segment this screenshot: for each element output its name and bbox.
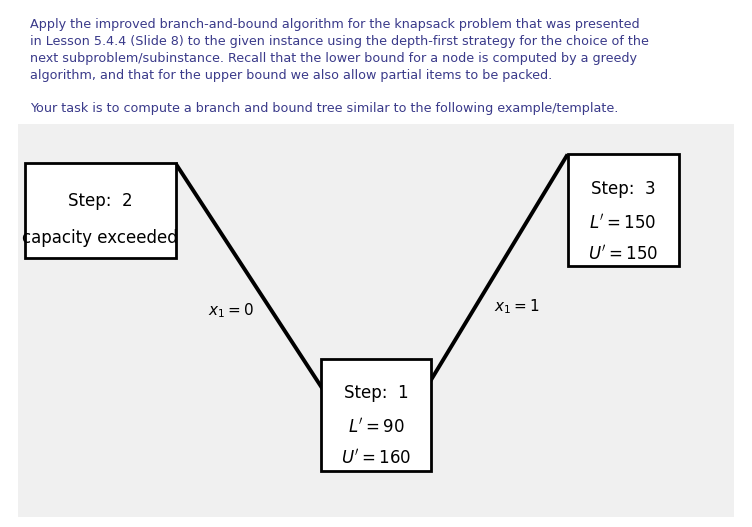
Text: Step:  2: Step: 2 [68,192,132,210]
FancyBboxPatch shape [18,124,734,517]
Text: $U^{\prime} = 160$: $U^{\prime} = 160$ [341,448,411,467]
Text: Step:  3: Step: 3 [591,180,655,198]
Text: Step:  1: Step: 1 [344,384,408,402]
FancyBboxPatch shape [320,359,432,471]
Text: in Lesson 5.4.4 (Slide 8) to the given instance using the depth-first strategy f: in Lesson 5.4.4 (Slide 8) to the given i… [30,35,649,48]
Text: $L^{\prime} = 90$: $L^{\prime} = 90$ [347,417,405,437]
Text: next subproblem/subinstance. Recall that the lower bound for a node is computed : next subproblem/subinstance. Recall that… [30,52,637,65]
FancyBboxPatch shape [25,163,175,258]
Text: algorithm, and that for the upper bound we also allow partial items to be packed: algorithm, and that for the upper bound … [30,69,552,82]
Text: $L^{\prime} = 150$: $L^{\prime} = 150$ [590,213,656,232]
Text: Your task is to compute a branch and bound tree similar to the following example: Your task is to compute a branch and bou… [30,102,618,115]
Text: $x_1 = 0$: $x_1 = 0$ [208,302,253,320]
Text: $x_1 = 1$: $x_1 = 1$ [494,297,539,316]
Text: $U^{\prime} = 150$: $U^{\prime} = 150$ [588,244,658,263]
Text: capacity exceeded: capacity exceeded [23,229,178,247]
Text: Apply the improved branch-and-bound algorithm for the knapsack problem that was : Apply the improved branch-and-bound algo… [30,18,640,31]
FancyBboxPatch shape [568,154,678,267]
